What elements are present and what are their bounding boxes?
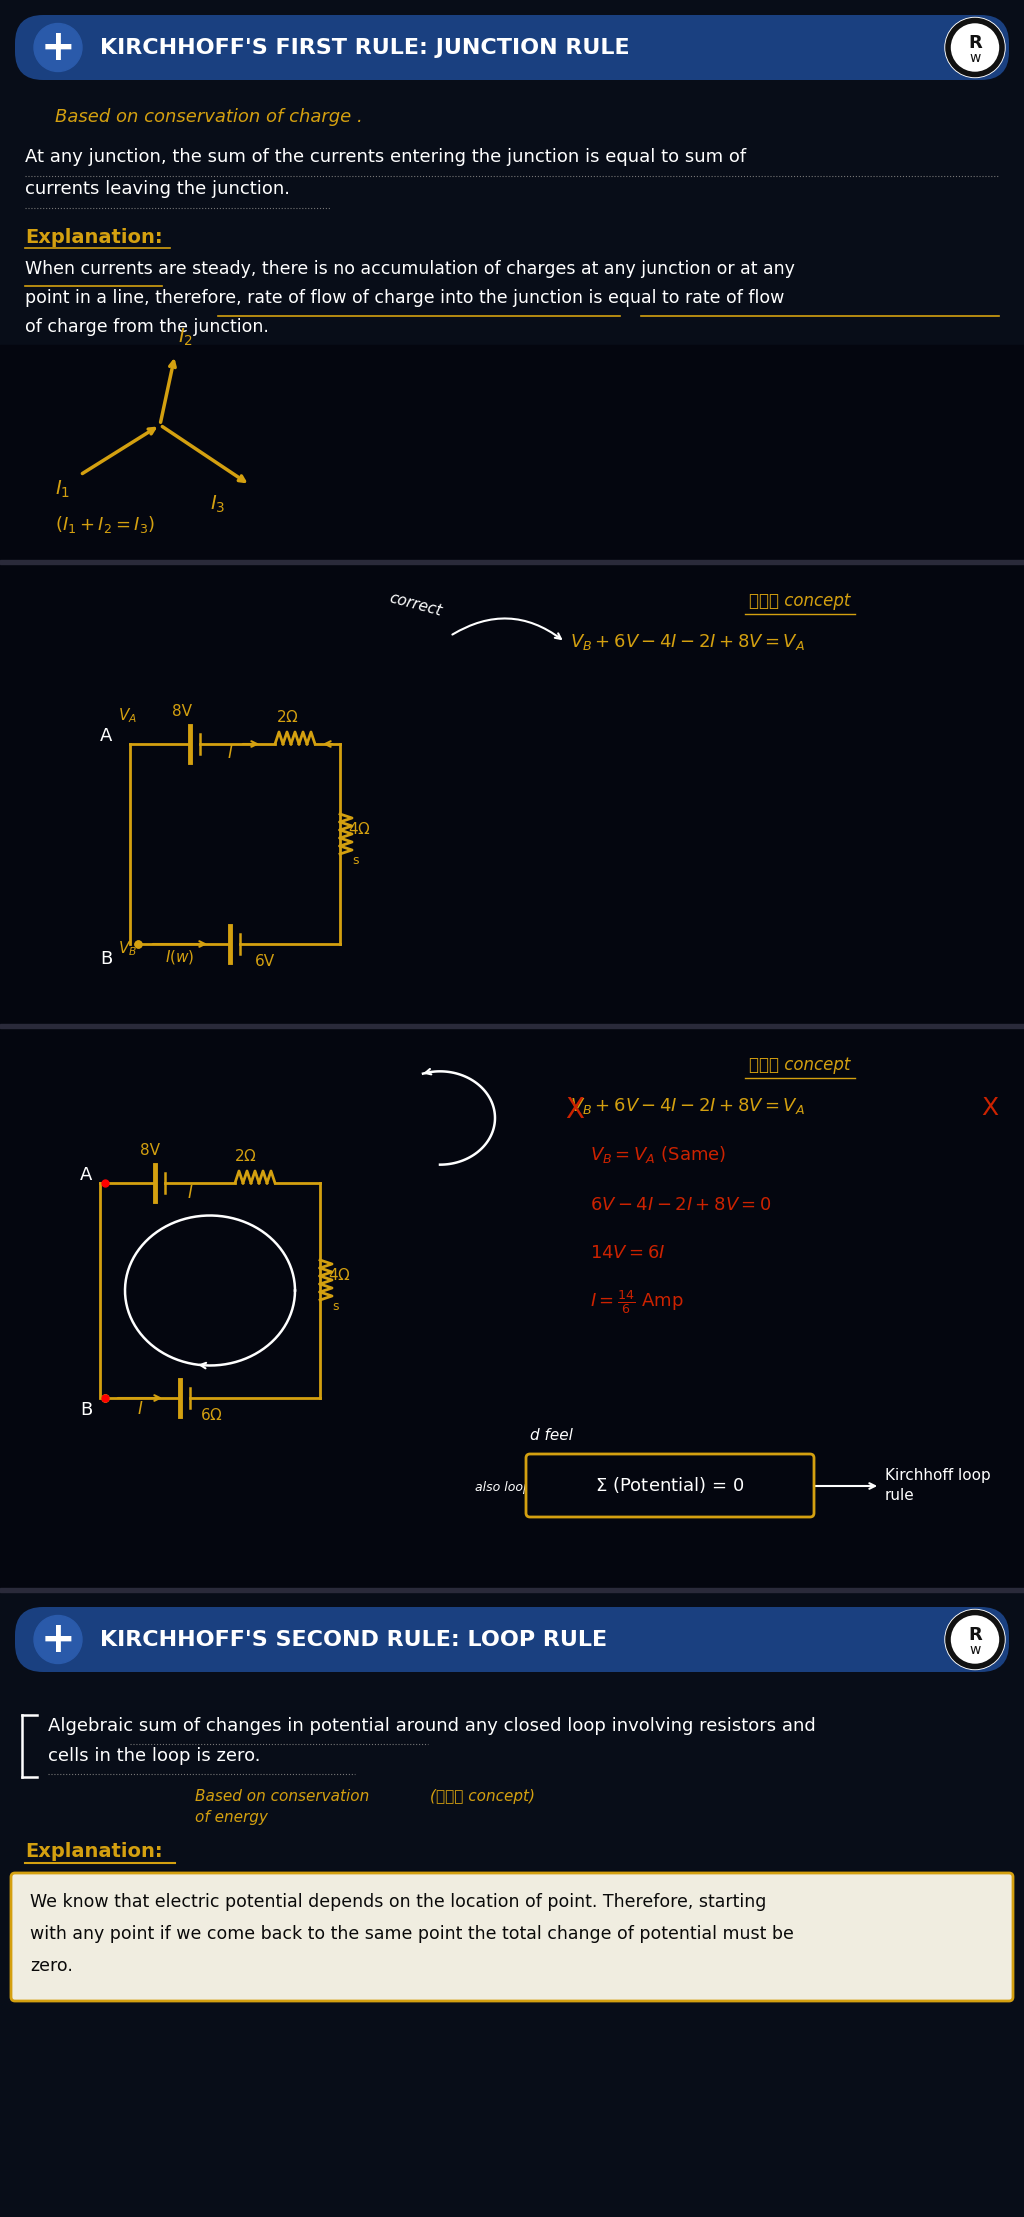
Bar	[0, 1592, 1024, 2217]
Text: $I$: $I$	[226, 745, 233, 763]
Circle shape	[945, 18, 1005, 78]
Bar	[0, 1024, 1024, 1029]
Text: d feel: d feel	[530, 1428, 572, 1443]
Text: $I(w)$: $I(w)$	[165, 949, 195, 967]
Bar	[0, 563, 1024, 1024]
FancyBboxPatch shape	[15, 1607, 1009, 1672]
Text: $2\Omega$: $2\Omega$	[275, 709, 298, 725]
Text: KIRCHHOFF'S FIRST RULE: JUNCTION RULE: KIRCHHOFF'S FIRST RULE: JUNCTION RULE	[100, 38, 630, 58]
Text: KIRCHHOFF'S SECOND RULE: LOOP RULE: KIRCHHOFF'S SECOND RULE: LOOP RULE	[100, 1629, 607, 1649]
Text: currents leaving the junction.: currents leaving the junction.	[25, 180, 290, 197]
Text: $\Sigma$ (Potential) = 0: $\Sigma$ (Potential) = 0	[595, 1474, 744, 1494]
Text: We know that electric potential depends on the location of point. Therefore, sta: We know that electric potential depends …	[30, 1893, 766, 1911]
FancyBboxPatch shape	[15, 16, 1009, 80]
Text: $V_B$: $V_B$	[118, 940, 137, 958]
Text: $I_3$: $I_3$	[210, 494, 225, 514]
Text: 8V: 8V	[172, 705, 193, 718]
Text: $I$: $I$	[186, 1184, 194, 1202]
Bar	[0, 346, 1024, 561]
Text: Based on conservation: Based on conservation	[195, 1789, 370, 1805]
Text: A: A	[80, 1166, 92, 1184]
Text: 8V: 8V	[140, 1144, 160, 1157]
Text: correct: correct	[388, 590, 444, 619]
Bar	[0, 1029, 1024, 1587]
Text: At any junction, the sum of the currents entering the junction is equal to sum o: At any junction, the sum of the currents…	[25, 149, 746, 166]
Text: $I_1$: $I_1$	[55, 479, 70, 501]
Text: $4\Omega$: $4\Omega$	[328, 1266, 351, 1284]
Text: Explanation:: Explanation:	[25, 228, 163, 246]
Text: cells in the loop is zero.: cells in the loop is zero.	[48, 1747, 260, 1765]
Text: of charge from the junction.: of charge from the junction.	[25, 317, 269, 337]
Text: (सही concept): (सही concept)	[430, 1789, 535, 1805]
Text: $6\Omega$: $6\Omega$	[200, 1408, 223, 1423]
Text: A: A	[100, 727, 113, 745]
Text: $6V - 4I - 2I + 8V = 0$: $6V - 4I - 2I + 8V = 0$	[590, 1195, 771, 1215]
Text: $V_B = V_A$ (Same): $V_B = V_A$ (Same)	[590, 1144, 726, 1164]
Text: +: +	[41, 27, 76, 69]
Text: $(I_1+I_2=I_3)$: $(I_1+I_2=I_3)$	[55, 514, 156, 534]
Text: $V_B + 6V - 4I - 2I + 8V = V_A$: $V_B + 6V - 4I - 2I + 8V = V_A$	[570, 1095, 805, 1115]
Text: of energy: of energy	[195, 1809, 268, 1825]
Text: Kirchhoff loop: Kirchhoff loop	[885, 1468, 991, 1483]
Text: R: R	[968, 1627, 982, 1645]
Text: R: R	[968, 35, 982, 53]
Text: w: w	[970, 51, 981, 64]
Text: $I_2$: $I_2$	[178, 326, 193, 348]
Text: w: w	[970, 1643, 981, 1656]
Text: $I$: $I$	[137, 1399, 143, 1419]
Text: वही concept: वही concept	[750, 592, 851, 610]
Text: $4\Omega$: $4\Omega$	[348, 820, 371, 838]
Circle shape	[34, 1616, 82, 1663]
Text: B: B	[80, 1401, 92, 1419]
Circle shape	[34, 24, 82, 71]
Text: $2\Omega$: $2\Omega$	[233, 1148, 256, 1164]
Text: +: +	[41, 1618, 76, 1661]
Text: $I = \frac{14}{6}$ Amp: $I = \frac{14}{6}$ Amp	[590, 1288, 684, 1317]
Bar	[0, 0, 1024, 561]
Text: Explanation:: Explanation:	[25, 1842, 163, 1860]
Text: X: X	[565, 1095, 584, 1124]
Text: also loop: also loop	[475, 1481, 530, 1494]
Text: with any point if we come back to the same point the total change of potential m: with any point if we come back to the sa…	[30, 1924, 794, 1942]
Circle shape	[945, 1610, 1005, 1669]
Text: rule: rule	[885, 1488, 914, 1503]
Text: X: X	[981, 1095, 998, 1120]
Text: B: B	[100, 951, 113, 969]
Text: $V_A$: $V_A$	[118, 707, 137, 725]
Text: Algebraic sum of changes in potential around any closed loop involving resistors: Algebraic sum of changes in potential ar…	[48, 1716, 816, 1736]
FancyBboxPatch shape	[526, 1454, 814, 1516]
Text: s: s	[352, 854, 358, 867]
Text: $V_B + 6V - 4I - 2I + 8V = V_A$: $V_B + 6V - 4I - 2I + 8V = V_A$	[570, 632, 805, 652]
Text: वही concept: वही concept	[750, 1055, 851, 1073]
Text: 6V: 6V	[255, 953, 275, 969]
Bar	[0, 561, 1024, 563]
Text: zero.: zero.	[30, 1958, 73, 1975]
Text: point in a line, therefore, rate of flow of charge into the junction is equal to: point in a line, therefore, rate of flow…	[25, 288, 784, 306]
Bar	[0, 1587, 1024, 1592]
Text: s: s	[332, 1299, 339, 1312]
Text: When currents are steady, there is no accumulation of charges at any junction or: When currents are steady, there is no ac…	[25, 259, 795, 277]
Text: $14V = 6I$: $14V = 6I$	[590, 1244, 666, 1261]
Text: Based on conservation of charge .: Based on conservation of charge .	[55, 109, 362, 126]
FancyBboxPatch shape	[11, 1873, 1013, 2002]
